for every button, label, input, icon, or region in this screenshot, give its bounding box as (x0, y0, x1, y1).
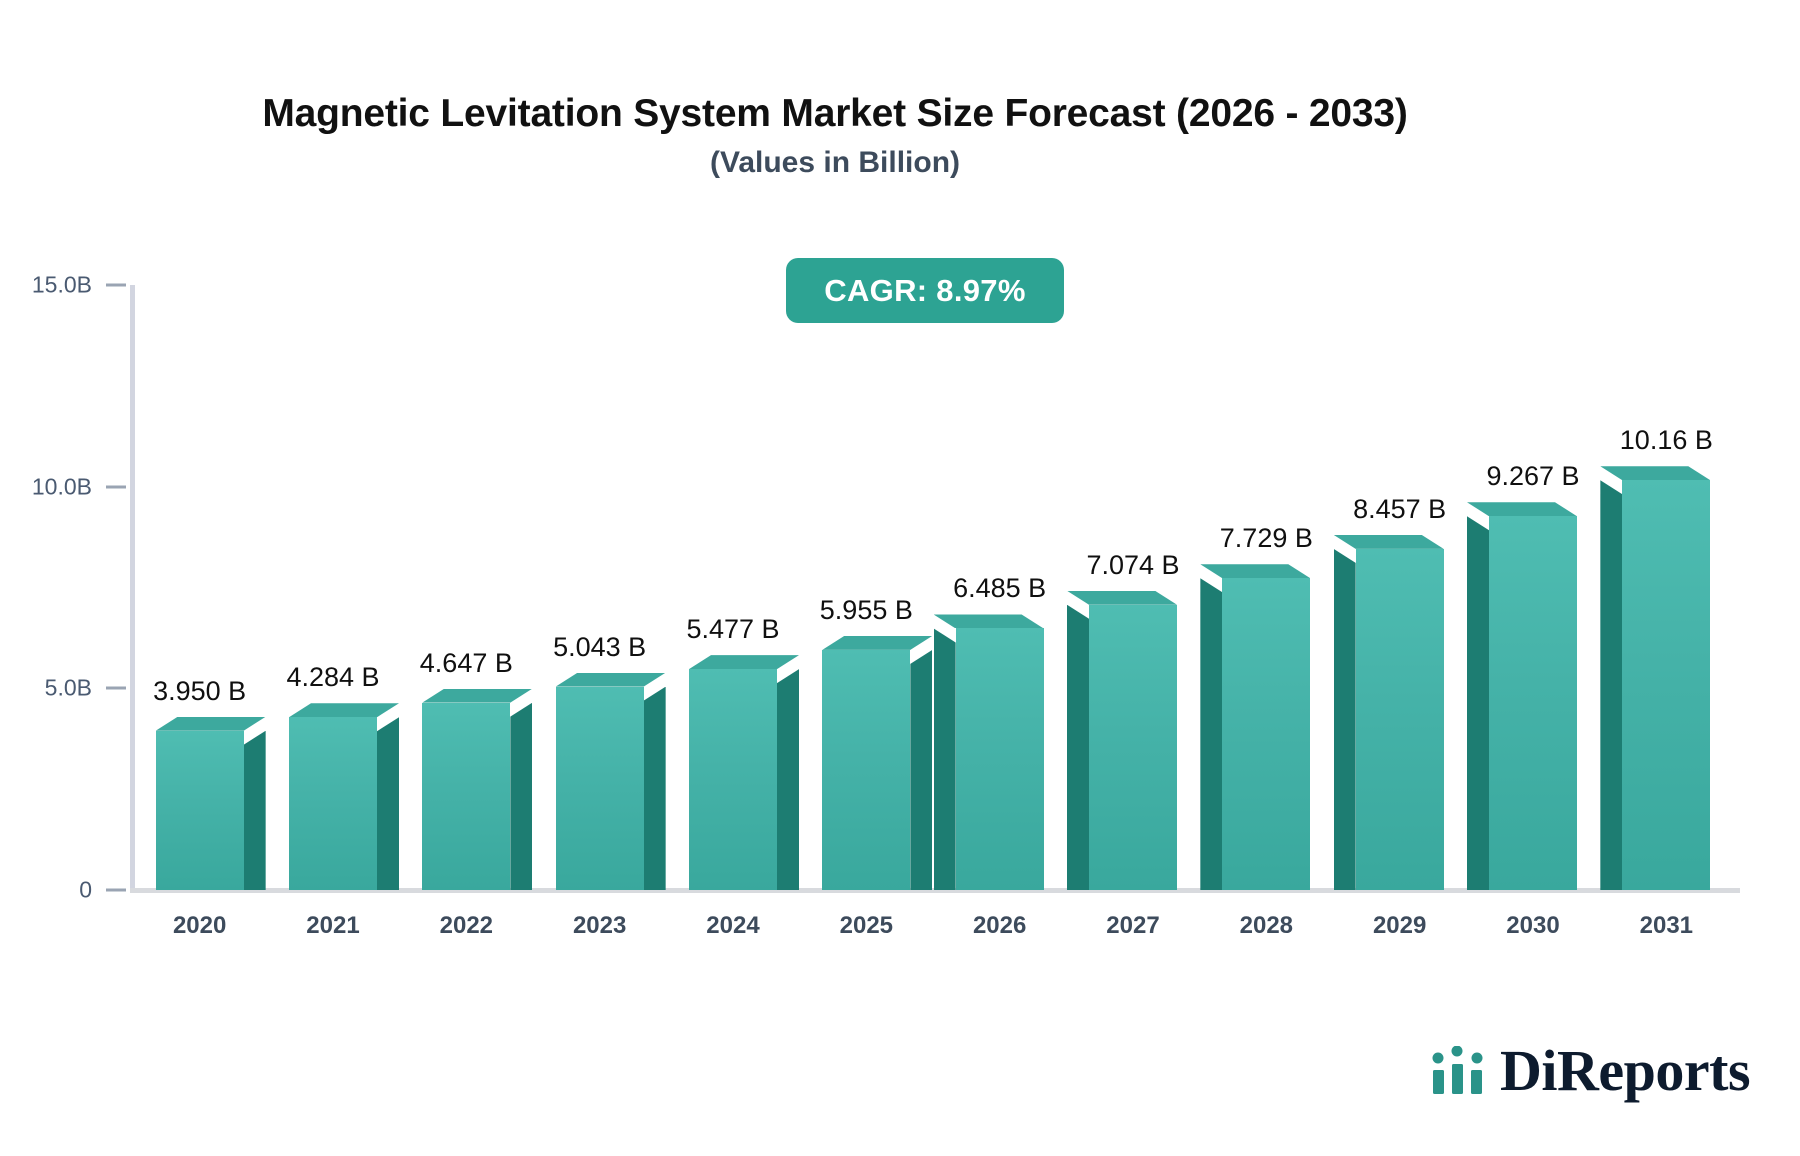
bar-top-face (289, 703, 399, 717)
x-tick-label: 2021 (306, 912, 360, 939)
x-tick-label: 2027 (1106, 912, 1160, 939)
bar-top-face (822, 636, 932, 650)
x-tick-label: 2024 (706, 912, 760, 939)
y-tick-label: 0 (79, 876, 92, 903)
bar-2028[interactable]: 7.729 B (1200, 523, 1313, 890)
bar-2024[interactable]: 5.477 B (686, 614, 799, 890)
bar-top-face (556, 673, 666, 687)
bar-side-face (777, 669, 799, 890)
x-tick-label: 2025 (839, 912, 894, 939)
bar-front-face (555, 686, 644, 890)
bar-2026[interactable]: 6.485 B (933, 573, 1046, 890)
chart-title: Magnetic Levitation System Market Size F… (262, 92, 1408, 135)
bar-side-face (910, 649, 933, 890)
bar-value-label: 7.729 B (1219, 523, 1313, 554)
bar-front-face (1355, 548, 1444, 890)
bar-2029[interactable]: 8.457 B (1333, 494, 1446, 890)
y-tick-mark (106, 283, 126, 287)
bar-side-face (643, 686, 666, 890)
x-tick-label: 2031 (1639, 912, 1694, 939)
bar-value-label: 10.16 B (1619, 425, 1713, 456)
bar-value-label: 5.043 B (553, 631, 647, 662)
bar-top-face (156, 717, 266, 731)
bar-top-face (689, 655, 799, 669)
bar-value-label: 5.955 B (819, 594, 913, 625)
bar-value-label: 8.457 B (1353, 493, 1447, 524)
logo-text: DiReports (1500, 1038, 1751, 1103)
bar-value-label: 5.477 B (686, 614, 780, 645)
x-tick-label: 2022 (439, 912, 494, 939)
bar-2027[interactable]: 7.074 B (1067, 550, 1180, 890)
bar-top-face (934, 614, 1044, 628)
bar-value-label: 7.074 B (1086, 549, 1180, 580)
bar-value-label: 4.284 B (286, 662, 380, 693)
bar-side-face (1333, 548, 1356, 890)
y-tick-label: 5.0B (44, 674, 92, 701)
bar-value-label: 6.485 B (953, 573, 1047, 604)
x-tick-label: 2026 (972, 912, 1027, 939)
bar-2025[interactable]: 5.955 B (820, 595, 933, 890)
bar-2030[interactable]: 9.267 B (1467, 461, 1580, 890)
x-tick-label: 2029 (1372, 912, 1427, 939)
bar-side-face (1600, 480, 1623, 890)
bar-side-face (933, 628, 956, 890)
bar-2020[interactable]: 3.950 B (153, 676, 266, 890)
y-tick-mark (106, 485, 126, 489)
y-axis-line (130, 285, 135, 892)
y-tick-label: 10.0B (31, 473, 92, 500)
y-tick-mark (106, 686, 126, 690)
bar-2031[interactable]: 10.16 B (1600, 425, 1713, 890)
bar-front-face (1089, 604, 1177, 890)
bar-top-face (1067, 591, 1177, 605)
x-tick-label: 2020 (172, 912, 227, 939)
bar-front-face (689, 669, 777, 890)
bar-front-face (155, 730, 244, 890)
bar-front-face (955, 628, 1044, 890)
bar-2022[interactable]: 4.647 B (420, 648, 533, 890)
bar-value-label: 4.647 B (419, 647, 513, 678)
bar-side-face (377, 717, 399, 890)
y-tick-mark (106, 888, 126, 892)
chart-subtitle: (Values in Billion) (709, 146, 961, 179)
bar-value-label: 9.267 B (1486, 461, 1580, 492)
bar-top-face (1467, 502, 1577, 516)
x-axis-line (130, 888, 1740, 893)
bar-value-label: 3.950 B (153, 675, 247, 706)
cagr-badge-label: CAGR: 8.97% (824, 272, 1026, 308)
bar-front-face (1489, 516, 1577, 890)
cagr-badge: CAGR: 8.97% (786, 258, 1064, 323)
bar-front-face (422, 702, 511, 890)
x-tick-label: 2023 (572, 912, 627, 939)
direports-logo: DiReports (1430, 1038, 1751, 1103)
bar-side-face (1200, 578, 1223, 890)
bar-2021[interactable]: 4.284 B (286, 662, 399, 890)
plot-area: 3.950 B 4.284 B 4.647 B 5.043 B 5.477 B 5.955… (130, 285, 1730, 890)
x-tick-label: 2030 (1506, 912, 1560, 939)
bar-front-face (1622, 480, 1711, 890)
bar-2023[interactable]: 5.043 B (553, 632, 666, 890)
x-tick-label: 2028 (1239, 912, 1294, 939)
bar-side-face (1467, 516, 1489, 890)
bar-top-face (1600, 466, 1710, 480)
bar-side-face (1067, 604, 1089, 890)
bar-front-face (822, 649, 911, 890)
bar-side-face (243, 730, 266, 890)
bar-front-face (289, 717, 377, 890)
bar-side-face (510, 702, 533, 890)
bar-front-face (1222, 578, 1311, 890)
bar-top-face (422, 689, 532, 703)
bar-top-face (1334, 535, 1444, 549)
bar-top-face (1200, 564, 1310, 578)
y-tick-label: 15.0B (31, 271, 92, 298)
bar-chart-logo-icon (1432, 1046, 1483, 1094)
